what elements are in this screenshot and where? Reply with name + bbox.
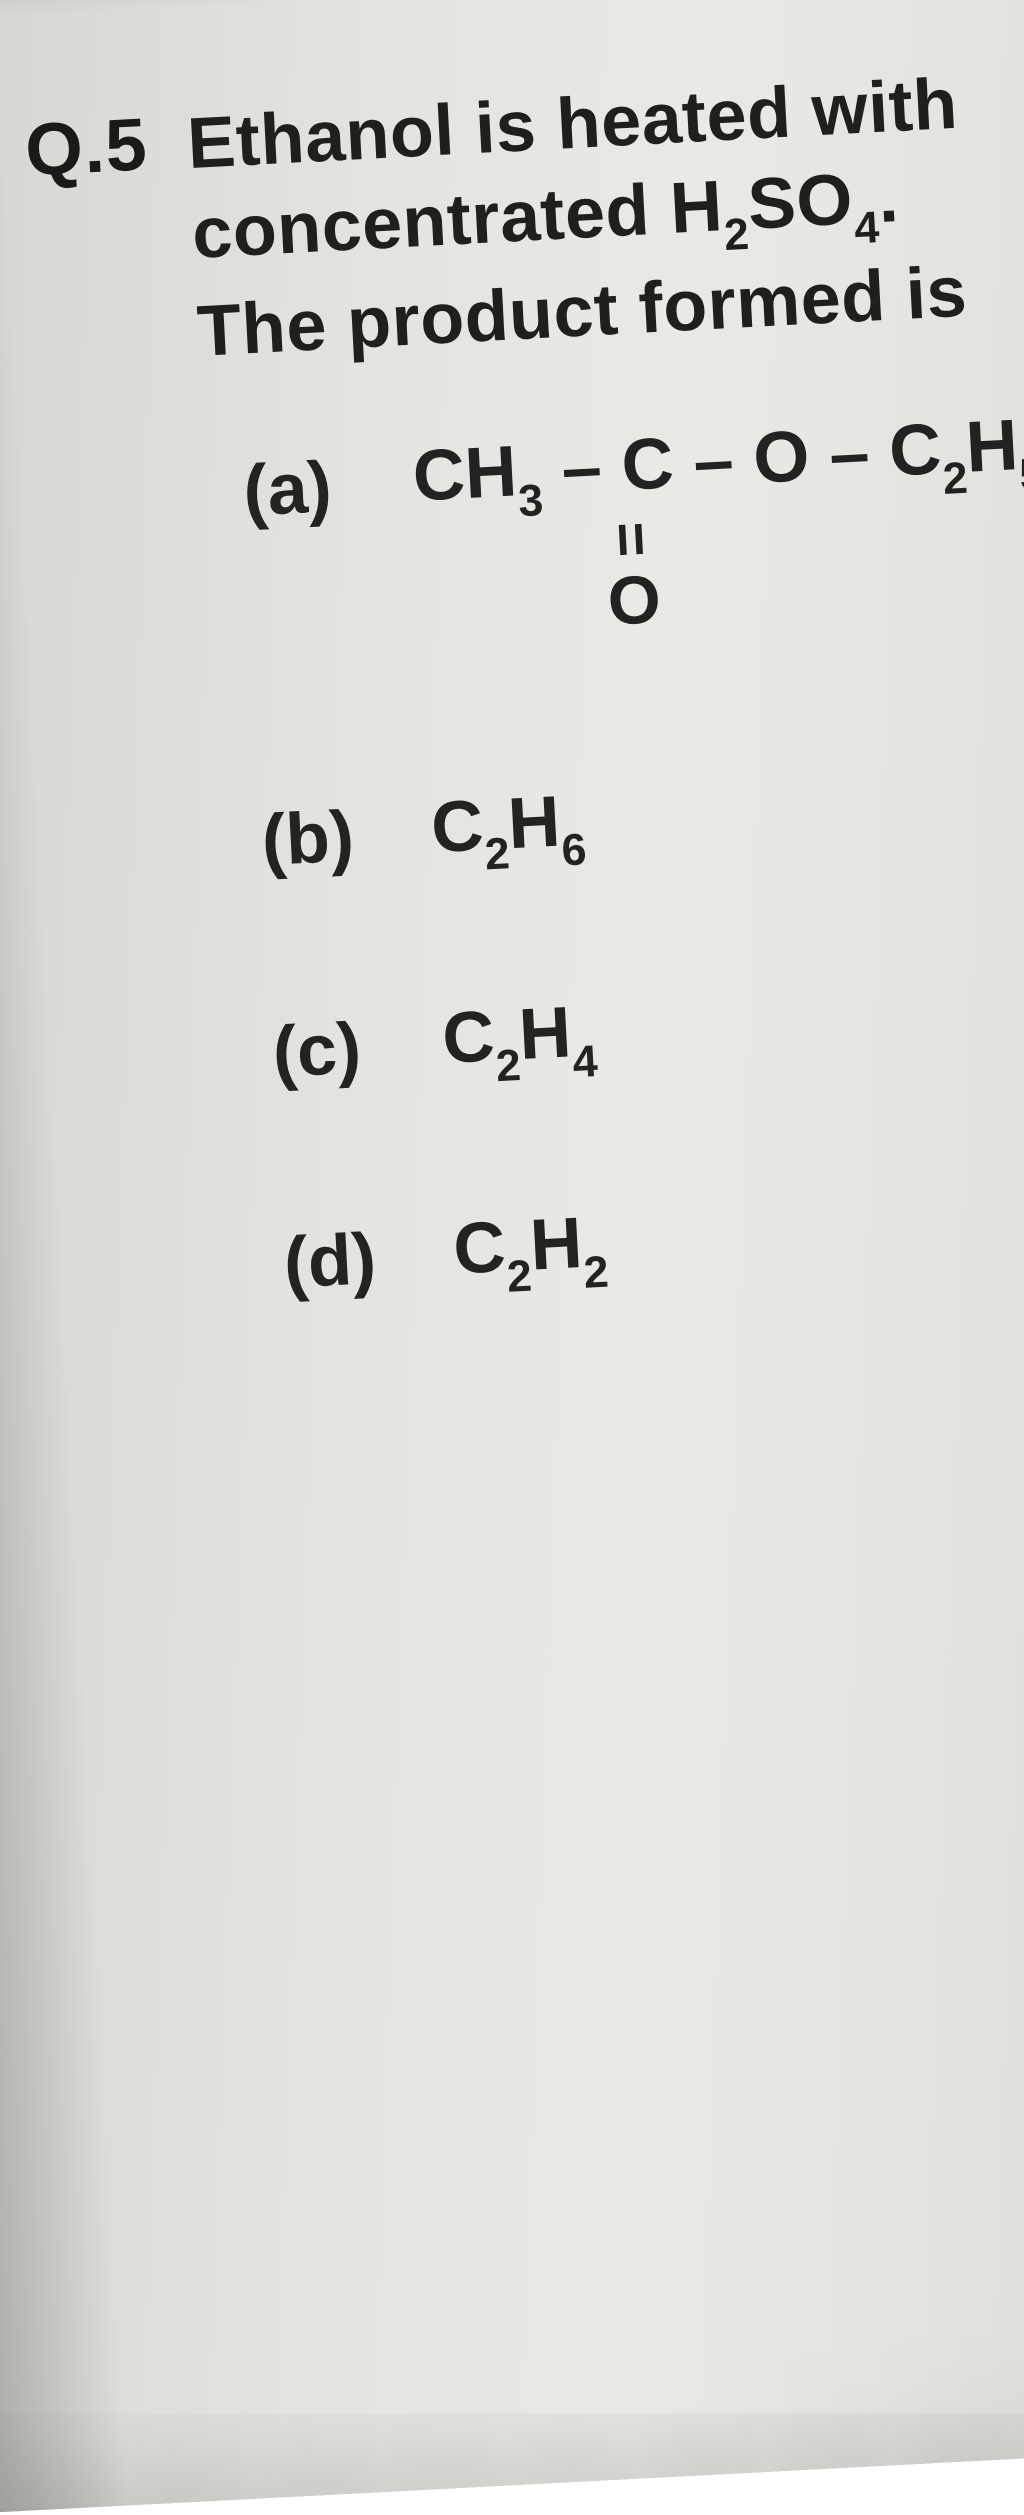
option-a-double-bond-o: = O xyxy=(603,501,663,636)
option-a-structure: CH3 – C – O – C2H5 = O xyxy=(411,403,1024,527)
option-d-label: (d) xyxy=(282,1216,416,1305)
option-a-label: (a) xyxy=(241,438,375,533)
double-bond-icon: = xyxy=(606,509,657,564)
question-text: Ethanol is heated with concentrated H2SO… xyxy=(185,51,1024,377)
option-b-prefix: C xyxy=(429,785,485,868)
options-block: (a) CH3 – C – O – C2H5 = O (b) C2H6 (c) … xyxy=(241,399,1024,1309)
option-a-chem-mid: – C – O – C xyxy=(540,409,944,510)
question-line1-sub2: 4 xyxy=(853,203,881,253)
option-a-chem-sub2: 2 xyxy=(942,454,969,504)
option-a-chem-line: CH3 – C – O – C2H5 xyxy=(411,404,1024,517)
option-c-prefix: C xyxy=(440,996,496,1079)
option-a-chem-after: H xyxy=(964,405,1020,488)
option-d-prefix: C xyxy=(451,1207,507,1290)
option-d-sub1: 2 xyxy=(506,1252,533,1302)
option-c-sub2: 4 xyxy=(571,1037,598,1087)
question-line1-sub1: 2 xyxy=(723,210,751,260)
question-line1-post: . xyxy=(876,157,901,238)
option-a-chem-sub1: 3 xyxy=(517,476,544,526)
option-d-sub2: 2 xyxy=(582,1248,609,1298)
option-a-oxygen-atom: O xyxy=(606,565,662,636)
option-b-sub2: 6 xyxy=(560,826,587,876)
question-line1-mid: SO xyxy=(746,159,855,244)
page-paper: Q.5 Ethanol is heated with concentrated … xyxy=(0,0,1024,2515)
option-d-mid: H xyxy=(528,1203,584,1286)
question-number: Q.5 xyxy=(23,101,160,385)
option-a-chem-prefix: CH xyxy=(411,432,519,517)
question-row: Q.5 Ethanol is heated with concentrated … xyxy=(23,51,1024,385)
option-b-sub1: 2 xyxy=(484,830,511,880)
option-c-value: C2H4 xyxy=(440,990,598,1089)
option-a: (a) CH3 – C – O – C2H5 = O xyxy=(241,399,1024,536)
option-c-label: (c) xyxy=(271,1005,405,1094)
option-d: (d) C2H2 xyxy=(282,1172,1024,1309)
option-b-value: C2H6 xyxy=(429,779,587,878)
option-b-label: (b) xyxy=(260,794,394,883)
option-c-sub1: 2 xyxy=(495,1041,522,1091)
option-a-chem-sub3: 5 xyxy=(1018,450,1024,500)
option-c-mid: H xyxy=(517,992,573,1075)
option-b-mid: H xyxy=(506,781,562,864)
top-vignette xyxy=(0,0,1024,28)
option-c: (c) C2H4 xyxy=(271,961,1024,1098)
option-b: (b) C2H6 xyxy=(259,750,1024,887)
option-d-value: C2H2 xyxy=(451,1201,609,1300)
question-line2: The product formed is xyxy=(195,252,969,372)
